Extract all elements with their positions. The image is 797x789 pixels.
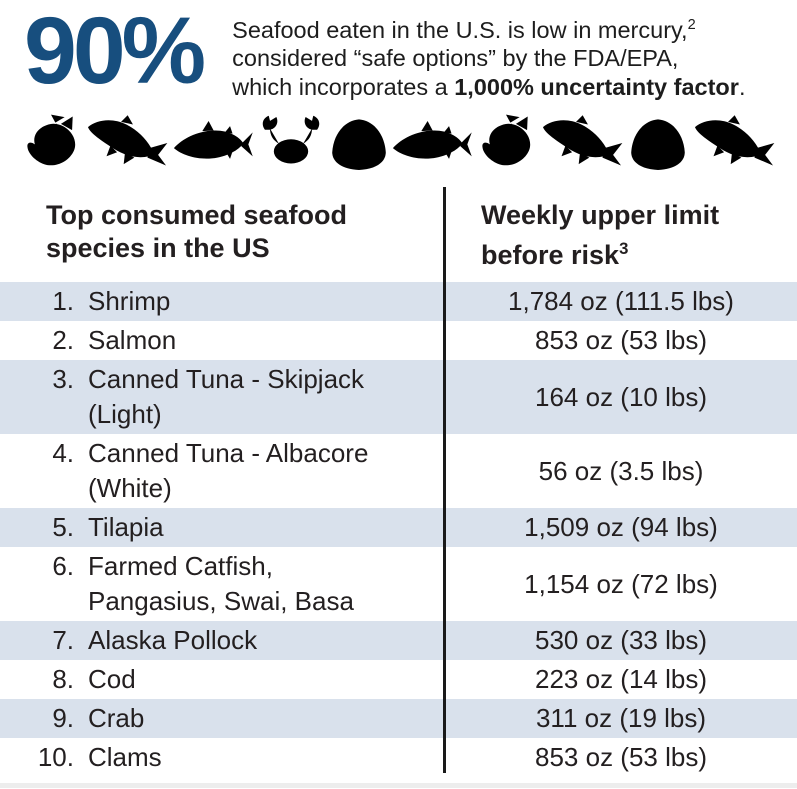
species-cell: 10. Clams: [0, 740, 445, 775]
limit-cell: 853 oz (53 lbs): [445, 325, 797, 356]
species-cell: 3. Canned Tuna - Skipjack (Light): [0, 362, 445, 432]
species-name: Farmed Catfish, Pangasius, Swai, Basa: [88, 551, 354, 617]
bottom-rule: [0, 783, 797, 789]
limit-value: 853 oz (53 lbs): [535, 742, 707, 773]
crab-icon: [256, 113, 326, 177]
table-header-row: Top consumed seafood species in the US W…: [0, 187, 797, 282]
species-name: Salmon: [88, 325, 177, 356]
species-cell: 5. Tilapia: [0, 510, 445, 545]
limit-value: 311 oz (19 lbs): [535, 703, 707, 734]
rank-number: 9.: [52, 703, 74, 734]
species-name: Shrimp: [88, 286, 171, 317]
species-name: Crab: [88, 703, 145, 734]
header-line1: Seafood eaten in the U.S. is low in merc…: [232, 16, 688, 43]
col-species-header: Top consumed seafood species in the US: [46, 200, 348, 264]
salmon-icon: [539, 115, 625, 175]
col-limit-header: Weekly upper limit before risk3: [481, 200, 720, 271]
rank-number: 1.: [52, 286, 74, 317]
limit-value: 530 oz (33 lbs): [535, 625, 707, 656]
rank-number: 10.: [37, 742, 74, 773]
table-row: 7. Alaska Pollock 530 oz (33 lbs): [0, 621, 797, 661]
species-name: Canned Tuna - Albacore (White): [88, 438, 369, 504]
rank-number: 6.: [52, 551, 74, 582]
clam-icon: [328, 117, 390, 173]
rank-number: 8.: [52, 664, 74, 695]
limit-value: 56 oz (3.5 lbs): [538, 455, 704, 486]
table-row: 9. Crab 311 oz (19 lbs): [0, 699, 797, 739]
limit-cell: 56 oz (3.5 lbs): [445, 456, 797, 487]
shrimp-icon: [475, 114, 537, 176]
header-text: Seafood eaten in the U.S. is low in merc…: [232, 11, 745, 101]
limit-value: 1,509 oz (94 lbs): [524, 512, 718, 543]
header: 90% Seafood eaten in the U.S. is low in …: [0, 0, 797, 101]
table-row: 8. Cod 223 oz (14 lbs): [0, 660, 797, 699]
footnote-ref-3: 3: [619, 239, 629, 259]
limit-cell: 1,784 oz (111.5 lbs): [445, 286, 797, 317]
table-body: 1. Shrimp 1,784 oz (111.5 lbs) 2. Salmon…: [0, 282, 797, 777]
header-line2: considered “safe options” by the FDA/EPA…: [232, 45, 679, 72]
limit-cell: 1,154 oz (72 lbs): [445, 569, 797, 600]
shrimp-icon: [20, 114, 82, 176]
table-row: 10. Clams 853 oz (53 lbs): [0, 738, 797, 777]
salmon-icon: [691, 115, 777, 175]
species-cell: 1. Shrimp: [0, 284, 445, 319]
species-name: Clams: [88, 742, 162, 773]
limit-value: 853 oz (53 lbs): [535, 325, 707, 356]
limit-cell: 164 oz (10 lbs): [445, 382, 797, 413]
species-cell: 9. Crab: [0, 701, 445, 736]
header-line3-prefix: which incorporates a: [232, 73, 455, 100]
header-line3-bold: 1,000% uncertainty factor: [454, 73, 739, 100]
table-row: 4. Canned Tuna - Albacore (White) 56 oz …: [0, 434, 797, 508]
species-name: Alaska Pollock: [88, 625, 258, 656]
limit-value: 1,154 oz (72 lbs): [524, 568, 718, 599]
limit-cell: 853 oz (53 lbs): [445, 742, 797, 773]
header-line3-suffix: .: [738, 73, 746, 100]
limit-cell: 1,509 oz (94 lbs): [445, 512, 797, 543]
species-cell: 8. Cod: [0, 662, 445, 697]
species-name: Tilapia: [88, 512, 164, 543]
stat-90-percent: 90%: [24, 0, 206, 104]
tuna-icon: [172, 119, 254, 171]
species-name: Cod: [88, 664, 136, 695]
rank-number: 3.: [52, 364, 74, 395]
table-row: 1. Shrimp 1,784 oz (111.5 lbs): [0, 282, 797, 322]
tuna-icon: [391, 119, 473, 171]
limit-cell: 530 oz (33 lbs): [445, 625, 797, 656]
table-row: 3. Canned Tuna - Skipjack (Light) 164 oz…: [0, 360, 797, 435]
rank-number: 2.: [52, 325, 74, 356]
limit-value: 223 oz (14 lbs): [535, 664, 707, 695]
limit-value: 1,784 oz (111.5 lbs): [508, 286, 734, 317]
seafood-table: Top consumed seafood species in the US W…: [0, 187, 797, 789]
seafood-icon-row: [20, 113, 777, 177]
limit-value: 164 oz (10 lbs): [535, 381, 707, 412]
table-row: 6. Farmed Catfish, Pangasius, Swai, Basa…: [0, 547, 797, 621]
rank-number: 7.: [52, 625, 74, 656]
species-cell: 2. Salmon: [0, 323, 445, 358]
column-divider: [443, 187, 446, 774]
limit-cell: 223 oz (14 lbs): [445, 664, 797, 695]
table-row: 5. Tilapia 1,509 oz (94 lbs): [0, 508, 797, 548]
footnote-ref-2: 2: [687, 17, 696, 33]
rank-number: 5.: [52, 512, 74, 543]
rank-number: 4.: [52, 438, 74, 469]
species-cell: 4. Canned Tuna - Albacore (White): [0, 436, 445, 506]
salmon-icon: [84, 115, 170, 175]
clam-icon: [627, 117, 689, 173]
species-cell: 6. Farmed Catfish, Pangasius, Swai, Basa: [0, 549, 445, 619]
table-row: 2. Salmon 853 oz (53 lbs): [0, 321, 797, 360]
limit-cell: 311 oz (19 lbs): [445, 703, 797, 734]
species-cell: 7. Alaska Pollock: [0, 623, 445, 658]
species-name: Canned Tuna - Skipjack (Light): [88, 364, 365, 430]
